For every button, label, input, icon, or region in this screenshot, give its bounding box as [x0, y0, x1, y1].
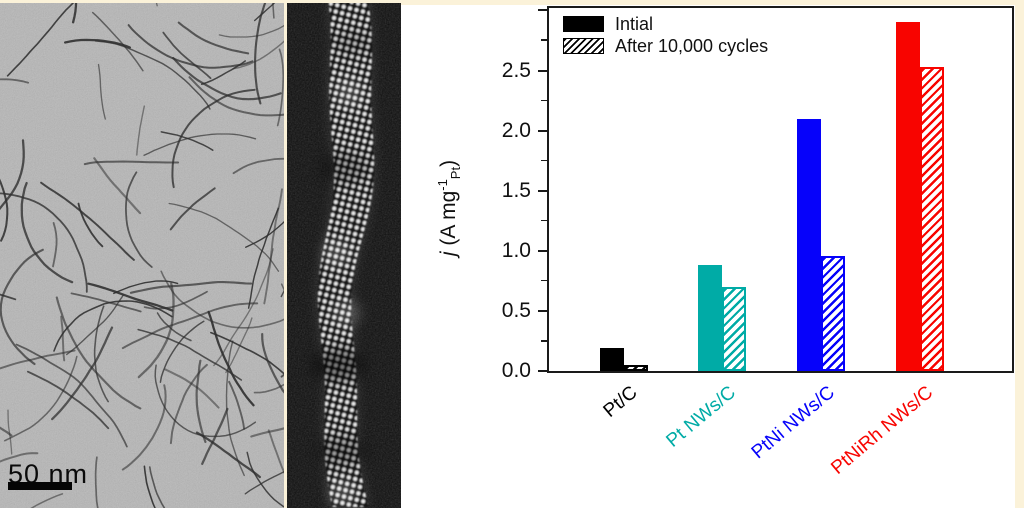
y-major-tick	[538, 129, 547, 132]
y-minor-tick	[541, 99, 547, 102]
scale-bar-line	[8, 482, 72, 490]
stem-image-panel	[287, 3, 401, 508]
y-minor-tick	[541, 219, 547, 222]
tem-nanowires-image	[0, 3, 284, 508]
y-major-tick	[538, 370, 547, 372]
y-tick-label: 2.5	[501, 58, 531, 82]
y-tick-label: 0.0	[501, 359, 531, 382]
bar-pt-nws-c-initial	[698, 265, 722, 371]
y-major-tick	[538, 9, 547, 12]
legend-swatch-solid	[563, 16, 604, 32]
y-major-tick	[538, 249, 547, 252]
bar-ptnirh-nws-c-after-cycles	[920, 66, 944, 371]
y-tick-label: 1.0	[501, 238, 531, 262]
y-major-tick	[538, 189, 547, 192]
bar-pt-nws-c-after-cycles	[722, 286, 746, 371]
legend-row-after-cycles: After 10,000 cycles	[563, 35, 768, 57]
y-tick-label: 2.0	[501, 118, 531, 142]
plot-area: Intial After 10,000 cycles 0.0 0.5 1.0 1.5 2…	[502, 6, 1014, 382]
tem-image-panel: 50 nm	[0, 3, 284, 508]
legend-label-initial: Intial	[615, 13, 654, 34]
y-minor-tick	[541, 339, 547, 342]
legend-label-after-cycles: After 10,000 cycles	[615, 35, 769, 56]
y-axis-title: j (A mg-1Pt)	[434, 159, 464, 257]
y-minor-tick	[541, 159, 547, 162]
y-major-tick	[538, 309, 547, 312]
bar-ptni-nws-c-after-cycles	[821, 255, 845, 371]
bar-pt-c-after-cycles	[624, 365, 648, 371]
stem-nanowire-image	[287, 3, 401, 508]
legend-row-initial: Intial	[563, 13, 768, 35]
y-minor-tick	[541, 279, 547, 282]
bar-pt-c-initial	[600, 348, 624, 371]
y-major-tick	[538, 69, 547, 72]
bar-ptnirh-nws-c-initial	[896, 22, 920, 371]
bar-ptni-nws-c-initial	[797, 118, 821, 371]
legend: Intial After 10,000 cycles	[563, 13, 768, 57]
legend-swatch-hatched	[563, 38, 604, 54]
y-tick-label: 0.5	[501, 298, 531, 322]
y-tick-label: 1.5	[501, 178, 531, 202]
y-minor-tick	[541, 39, 547, 42]
scale-bar: 50 nm	[8, 459, 88, 490]
